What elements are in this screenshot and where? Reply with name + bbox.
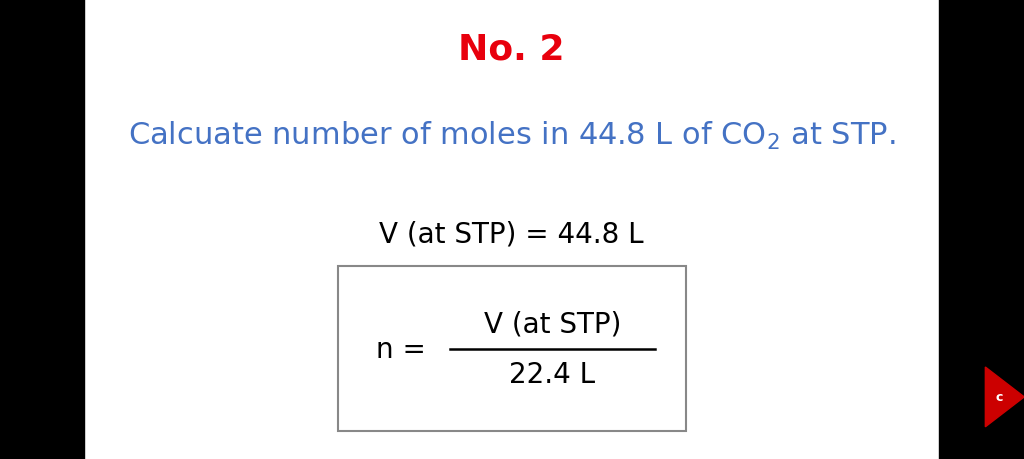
Bar xyxy=(0,0,84,459)
Text: No. 2: No. 2 xyxy=(459,32,565,66)
Text: c: c xyxy=(995,391,1002,403)
FancyBboxPatch shape xyxy=(338,266,685,431)
Text: Calcuate number of moles in 44.8 L of $\mathregular{CO_2}$ at STP.: Calcuate number of moles in 44.8 L of $\… xyxy=(128,119,895,151)
Text: 22.4 L: 22.4 L xyxy=(510,360,596,388)
Bar xyxy=(939,0,1023,459)
Polygon shape xyxy=(985,367,1024,427)
Text: V (at STP) = 44.8 L: V (at STP) = 44.8 L xyxy=(379,220,644,248)
Text: n =: n = xyxy=(376,335,435,363)
Text: V (at STP): V (at STP) xyxy=(484,309,622,337)
